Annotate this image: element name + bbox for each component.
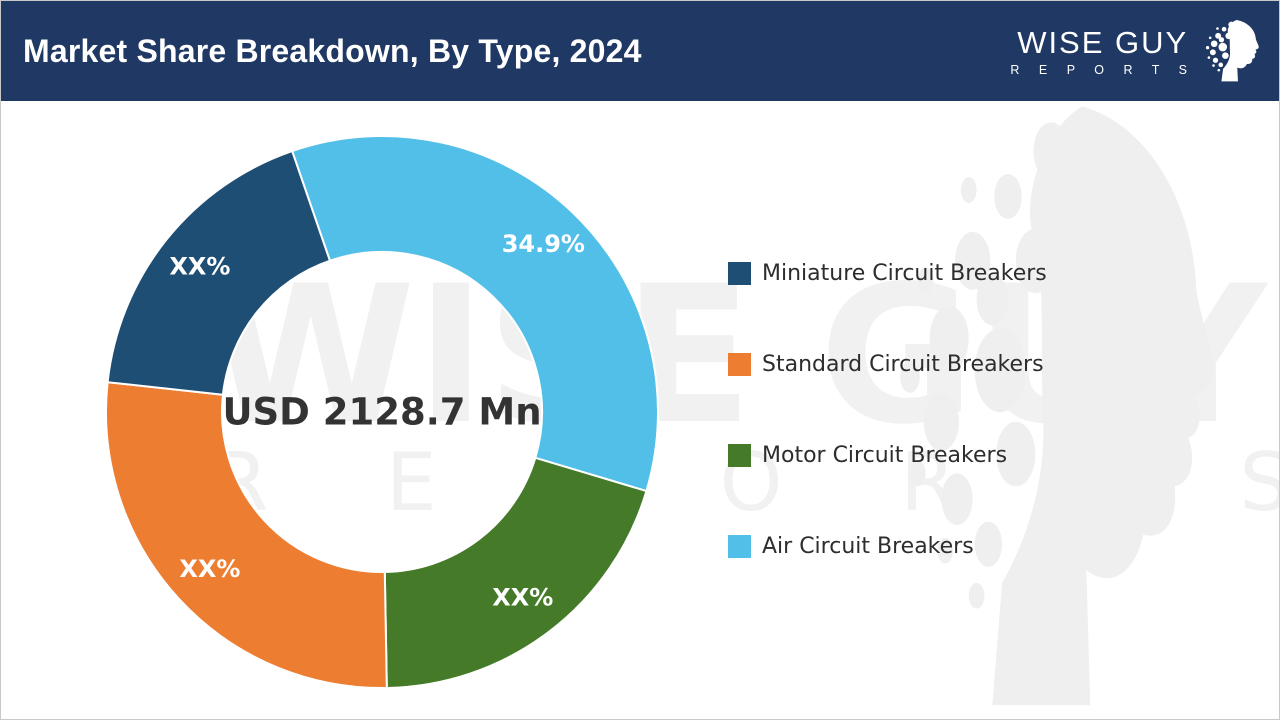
legend-item-miniature-circuit-breakers: Miniature Circuit Breakers — [728, 260, 1047, 286]
segment-label-motor-circuit-breakers: XX% — [492, 584, 553, 612]
legend-label: Miniature Circuit Breakers — [762, 260, 1047, 286]
wiseguy-logo: WISE GUY R E P O R T S — [1010, 12, 1265, 90]
donut-segment-motor-circuit-breakers — [383, 456, 648, 689]
legend-label: Air Circuit Breakers — [762, 533, 974, 559]
donut-segment-air-circuit-breakers — [290, 135, 659, 493]
legend: Miniature Circuit Breakers Standard Circu… — [728, 261, 1047, 625]
watermark: WISE GUY R E P O R T S — [1, 101, 1279, 719]
wiseguy-face-icon — [1205, 19, 1259, 82]
legend-item-standard-circuit-breakers: Standard Circuit Breakers — [728, 351, 1047, 377]
logo-subtitle: R E P O R T S — [1010, 63, 1195, 77]
donut-chart: USD 2128.7 Mn XX% XX% XX% 34.9% — [105, 135, 659, 689]
header: Market Share Breakdown, By Type, 2024 WI… — [1, 1, 1279, 101]
segment-label-miniature-circuit-breakers: XX% — [169, 253, 230, 281]
legend-item-air-circuit-breakers: Air Circuit Breakers — [728, 533, 1047, 559]
legend-swatch — [728, 443, 751, 467]
chart-area: WISE GUY R E P O R T S USD 2128.7 Mn XX%… — [1, 101, 1279, 719]
logo-text: WISE GUY R E P O R T S — [1010, 25, 1195, 77]
legend-swatch — [728, 534, 751, 558]
segment-label-air-circuit-breakers: 34.9% — [502, 230, 585, 258]
legend-swatch — [728, 261, 751, 285]
segment-label-standard-circuit-breakers: XX% — [179, 555, 240, 583]
legend-label: Standard Circuit Breakers — [762, 351, 1044, 377]
legend-label: Motor Circuit Breakers — [762, 442, 1008, 468]
page-title: Market Share Breakdown, By Type, 2024 — [23, 32, 642, 69]
legend-item-motor-circuit-breakers: Motor Circuit Breakers — [728, 442, 1047, 468]
legend-swatch — [728, 352, 751, 376]
logo-wordmark: WISE GUY — [1017, 25, 1189, 60]
center-value-label: USD 2128.7 Mn — [222, 391, 541, 434]
donut-segment-miniature-circuit-breakers — [106, 149, 332, 396]
donut-segment-standard-circuit-breakers — [105, 381, 388, 689]
